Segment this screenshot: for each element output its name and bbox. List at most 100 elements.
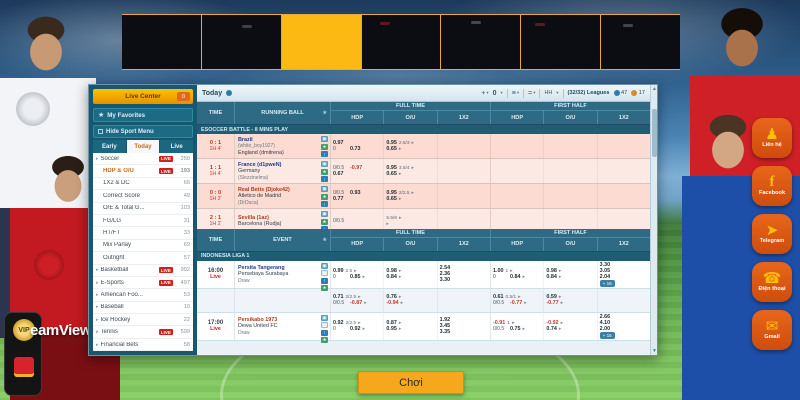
stats-icon[interactable]: ⧉ bbox=[321, 270, 328, 276]
odds-cell-1x2[interactable] bbox=[598, 184, 650, 208]
sidebar-item-financial-bets[interactable]: ▸ Financial Bets 58 bbox=[93, 339, 193, 351]
odds-value[interactable]: 0.59 bbox=[546, 294, 557, 300]
odds-cell-1x2[interactable] bbox=[438, 289, 490, 312]
more-markets-badge[interactable]: + 16 bbox=[599, 279, 615, 287]
banner-cell[interactable] bbox=[441, 15, 522, 69]
sidebar-item-ht-ft[interactable]: HT/FT 33 bbox=[93, 227, 193, 240]
odds-value[interactable]: 0.98 bbox=[386, 268, 397, 274]
sidebar-item-e-sports[interactable]: ▸ E-Sports LIVE 497 bbox=[93, 277, 193, 290]
stats-icon[interactable]: ★ bbox=[321, 168, 328, 175]
odds-cell-hdp[interactable]: 0.61 0.5/1 ▸ 0/0.5 -0.77 ▸ bbox=[491, 288, 545, 312]
odds-value[interactable]: 0.67 bbox=[333, 171, 344, 177]
list-view-button[interactable]: ≡ ▾ bbox=[511, 89, 520, 97]
pin-icon[interactable]: ★ bbox=[321, 337, 328, 343]
odds-cell-ou[interactable]: 0.87 ▸ 0.95 ▸ bbox=[384, 312, 438, 340]
sidebar-item-correct-score[interactable]: Correct Score 49 bbox=[93, 190, 193, 203]
odds-value[interactable]: 0.97 bbox=[333, 140, 344, 146]
odds-value[interactable]: 2.04 bbox=[599, 273, 611, 280]
more-markets-badge[interactable]: + 15 bbox=[599, 331, 615, 339]
odds-cell-hdp[interactable]: 0.97 0 0.73 bbox=[331, 134, 385, 158]
tv-icon[interactable]: ▣ bbox=[321, 186, 328, 192]
odds-cell-hdp[interactable]: 0.71 2/2.5 ▸ 0/0.5 -0.87 ▸ bbox=[331, 288, 385, 312]
banner-cell-highlight[interactable] bbox=[281, 15, 362, 69]
odds-value[interactable]: 0.95 bbox=[386, 190, 397, 196]
contact-button-facebook[interactable]: f Facebook bbox=[752, 166, 792, 206]
scroll-down-icon[interactable]: ▼ bbox=[652, 348, 657, 354]
odds-cell-hdp[interactable]: -0.91 1 ▸ 0/0.5 0.75 ▸ bbox=[491, 312, 545, 340]
odds-cell-ou[interactable] bbox=[544, 184, 598, 208]
odds-value[interactable]: 0.61 bbox=[493, 294, 504, 300]
odds-value[interactable]: 0.92 bbox=[350, 326, 361, 332]
odds-cell-1x2[interactable] bbox=[438, 184, 490, 208]
contact-button-phone[interactable]: ☎ Điện thoại bbox=[752, 262, 792, 302]
live-center-button[interactable]: Live Center 0 bbox=[93, 89, 193, 104]
odds-value[interactable]: 0.77 bbox=[333, 196, 344, 202]
odds-value[interactable]: -0.94 bbox=[386, 300, 399, 306]
pin-icon[interactable]: ↑ bbox=[321, 176, 328, 182]
odds-cell-ou[interactable] bbox=[544, 209, 598, 229]
stats-icon[interactable]: ★ bbox=[321, 193, 328, 200]
scrollbar-thumb[interactable] bbox=[652, 109, 657, 157]
promo-banner[interactable] bbox=[122, 14, 680, 70]
odds-cell-hdp[interactable]: 0/0.5 0.93 0.77 bbox=[331, 184, 385, 208]
odds-value[interactable]: 2.00 bbox=[599, 325, 611, 332]
odds-value[interactable]: 0.75 bbox=[510, 326, 521, 332]
odds-value[interactable]: -0.97 bbox=[350, 165, 363, 171]
odds-value[interactable]: 1.92 bbox=[439, 317, 451, 323]
table-row[interactable]: 0.71 2/2.5 ▸ 0/0.5 -0.87 ▸ 0.76 ▸ -0.94 ▸ 0.61 0.5/… bbox=[197, 288, 650, 313]
contact-button-lien-he[interactable]: ♟ Liên hệ bbox=[752, 118, 792, 158]
odds-value[interactable]: 2.54 bbox=[439, 265, 451, 271]
odds-cell-ou[interactable]: -0.92 ▸ 0.74 ▸ bbox=[544, 312, 598, 340]
sidebar-item-ice-hockey[interactable]: ▸ Ice Hockey 22 bbox=[93, 314, 193, 327]
table-row[interactable]: 1 : 1 1H 4' France (d1pweN) Germany (Slezzin… bbox=[197, 159, 650, 184]
odds-value[interactable]: 0.65 bbox=[386, 146, 397, 152]
sidebar-item-tennis[interactable]: ▸ Tennis LIVE 599 bbox=[93, 326, 193, 339]
odds-value[interactable]: 0.92 bbox=[333, 320, 344, 326]
odds-value[interactable]: 0.87 bbox=[386, 320, 397, 326]
odds-cell-ou[interactable]: 0.59 ▸ -0.77 ▸ bbox=[544, 288, 598, 312]
tab-early[interactable]: Early bbox=[93, 140, 127, 153]
add-button[interactable]: + ▾ bbox=[481, 89, 489, 97]
odds-value[interactable]: -0.91 bbox=[493, 320, 506, 326]
odds-cell-ou[interactable]: 0.95 2/2.5 ▸ 0.65 ▸ bbox=[384, 184, 438, 208]
odds-cell-1x2[interactable] bbox=[438, 134, 490, 158]
stats-icon[interactable]: ⧉ bbox=[321, 322, 328, 328]
tv-icon[interactable]: ▣ bbox=[321, 136, 328, 142]
odds-value[interactable]: 0.71 bbox=[333, 294, 344, 300]
odds-value[interactable]: 0.74 bbox=[546, 326, 557, 332]
chart-icon[interactable]: ↑ bbox=[321, 277, 328, 284]
sidebar-item-hdp-o-u[interactable]: HDP & O/U LIVE 193 bbox=[93, 165, 193, 178]
odds-value[interactable]: 0.95 bbox=[386, 326, 397, 332]
sidebar-item-basketball[interactable]: ▸ Basketball LIVE 992 bbox=[93, 265, 193, 277]
contact-button-telegram[interactable]: ➤ Telegram bbox=[752, 214, 792, 254]
odds-value[interactable]: 3.30 bbox=[599, 261, 611, 268]
odds-cell-ou[interactable]: 5.5/6 ▸ ▸ bbox=[384, 209, 438, 229]
odds-value[interactable]: 0.95 bbox=[386, 140, 397, 146]
odds-cell-1x2[interactable] bbox=[438, 209, 490, 229]
my-favorites-button[interactable]: ★ My Favorites bbox=[93, 108, 193, 122]
stats-icon[interactable]: ★ bbox=[321, 218, 328, 225]
sidebar-item-american-foo[interactable]: ▸ American Foo... 53 bbox=[93, 289, 193, 302]
vip-badge-icon[interactable]: VIP bbox=[13, 319, 35, 341]
odds-cell-1x2[interactable] bbox=[598, 209, 650, 229]
odds-value[interactable]: 2.36 bbox=[439, 271, 451, 277]
odds-cell-hdp[interactable]: 0/0.5 bbox=[331, 209, 385, 229]
tab-today[interactable]: Today bbox=[126, 140, 161, 153]
odds-value[interactable]: 0.85 bbox=[350, 274, 361, 280]
table-row[interactable]: 16:00 Live Persita Tangerang Persebaya Sura… bbox=[197, 260, 650, 291]
odds-cell-1x2[interactable]: 1.92 3.45 3.35 bbox=[438, 313, 490, 340]
odds-cell-1x2[interactable] bbox=[598, 289, 650, 312]
odds-value[interactable]: -0.92 bbox=[546, 320, 559, 326]
banner-cell[interactable] bbox=[362, 15, 442, 69]
odds-cell-hdp[interactable]: 0.92 2/2.5 ▸ 0 0.92 ▸ bbox=[331, 312, 385, 340]
sidebar-item-mix-parlay[interactable]: Mix Parlay 69 bbox=[93, 240, 193, 253]
sidebar-item-o-e-total-g[interactable]: O/E & Total G... 103 bbox=[93, 203, 193, 215]
odds-cell-ou[interactable]: 0.95 3.5/4 ▸ 0.65 ▸ bbox=[384, 159, 438, 183]
odds-cell-hdp[interactable]: 0/0.5 -0.97 0.67 bbox=[331, 159, 385, 183]
sidebar-item-soccer[interactable]: ▸ Soccer LIVE 250 bbox=[93, 153, 193, 166]
odds-value[interactable]: 4.10 bbox=[599, 319, 611, 326]
odds-cell-ou[interactable] bbox=[544, 159, 598, 183]
odds-value[interactable]: 0.98 bbox=[546, 268, 557, 274]
odds-cell-hdp[interactable] bbox=[491, 209, 545, 229]
table-row[interactable]: 17:00 Live Persikabo 1973 Dewa United FC Dra… bbox=[197, 312, 650, 343]
